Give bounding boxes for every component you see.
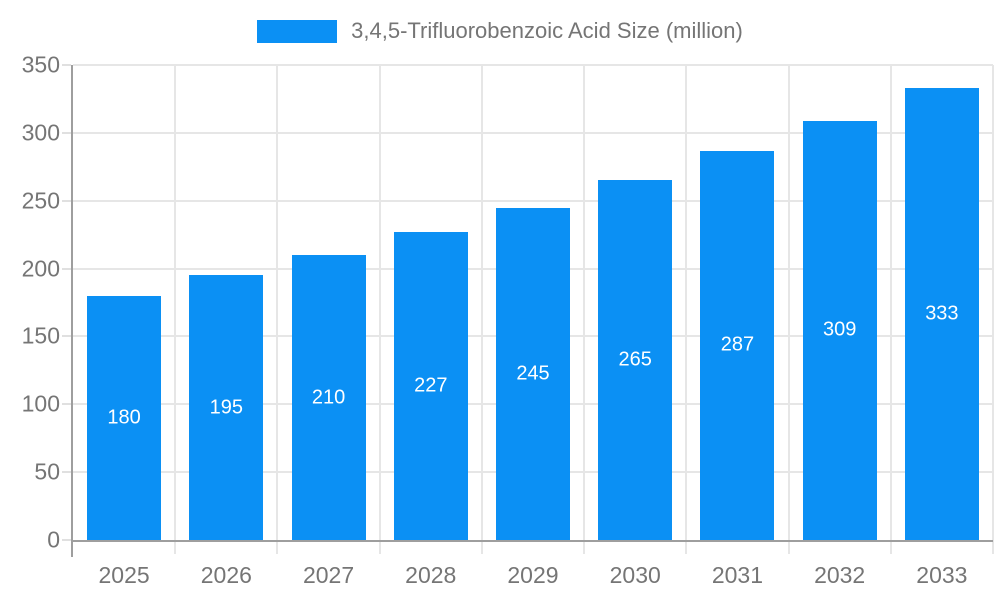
bar	[189, 275, 264, 540]
y-axis-label: 50	[34, 458, 60, 485]
bar	[291, 255, 366, 540]
category-gridline	[583, 65, 586, 554]
x-axis-label: 2028	[405, 562, 457, 588]
bar-value-label: 195	[209, 396, 244, 419]
y-axis-label: 250	[21, 187, 60, 214]
y-axis-tick	[62, 335, 71, 338]
bar-value-label: 180	[107, 406, 141, 429]
bar-value-label: 265	[618, 348, 652, 371]
x-axis-label: 2027	[302, 562, 355, 588]
category-gridline	[378, 65, 381, 554]
y-axis-tick	[62, 267, 71, 270]
x-axis-line	[71, 540, 993, 542]
y-axis-tick	[62, 64, 71, 66]
bar-value-label: 309	[822, 318, 857, 341]
y-axis-tick	[62, 539, 71, 541]
bar	[87, 295, 162, 540]
bar	[496, 207, 570, 540]
legend-swatch	[257, 19, 338, 43]
category-gridline	[787, 65, 790, 554]
x-axis-label: 2031	[711, 562, 764, 588]
x-axis-label: 2032	[814, 562, 866, 588]
bar	[802, 120, 877, 540]
legend-label: 3,4,5-Trifluorobenzoic Acid Size (millio…	[351, 18, 743, 43]
y-gridline	[73, 64, 993, 66]
y-axis-label: 300	[21, 119, 60, 146]
y-axis-line	[71, 65, 73, 557]
bar-value-label: 333	[925, 302, 959, 325]
bar-value-label: 287	[720, 333, 755, 356]
x-axis-label: 2026	[200, 562, 252, 588]
y-axis-label: 150	[21, 322, 60, 349]
plot-area: 0 50 100 150 200 250 300 350 180 2025 195 2026 210 20…	[22, 52, 994, 588]
y-axis-tick	[62, 131, 71, 134]
y-axis-label: 0	[47, 526, 60, 553]
x-axis-label: 2030	[609, 562, 661, 588]
legend: 3,4,5-Trifluorobenzoic Acid Size (millio…	[0, 18, 1000, 44]
bar-value-label: 245	[516, 362, 550, 385]
y-axis-tick	[62, 403, 71, 406]
y-gridline	[73, 131, 993, 134]
x-axis-label: 2033	[916, 562, 968, 588]
bar	[904, 88, 979, 540]
bar	[700, 150, 775, 540]
bar	[598, 180, 673, 540]
bar	[393, 231, 468, 540]
x-axis-label: 2029	[507, 562, 559, 588]
category-gridline	[480, 65, 483, 554]
category-gridline	[992, 65, 994, 554]
y-axis-tick	[62, 471, 71, 474]
y-axis-label: 100	[21, 390, 60, 417]
category-gridline	[276, 65, 279, 554]
y-gridline	[73, 199, 993, 202]
y-axis-tick	[62, 199, 71, 202]
y-axis-label: 200	[21, 255, 60, 282]
bar-value-label: 227	[414, 374, 448, 397]
category-gridline	[889, 65, 892, 554]
x-axis-label: 2025	[98, 562, 150, 588]
category-gridline	[174, 65, 177, 554]
y-axis-label: 350	[21, 51, 60, 78]
category-gridline	[685, 65, 688, 554]
bar-value-label: 210	[311, 386, 346, 408]
